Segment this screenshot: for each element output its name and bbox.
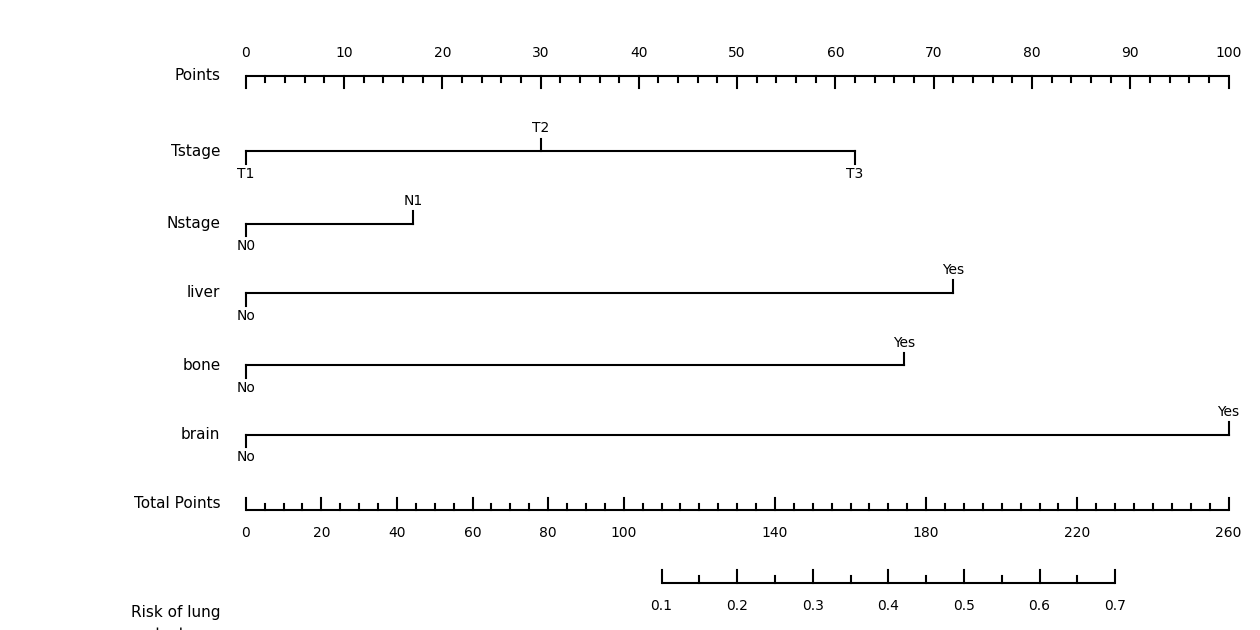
Text: Nstage: Nstage [166,216,220,231]
Text: 20: 20 [312,526,330,540]
Text: 100: 100 [611,526,636,540]
Text: 90: 90 [1121,46,1139,60]
Text: 180: 180 [912,526,940,540]
Text: 100: 100 [1216,46,1241,60]
Text: 0: 0 [242,46,249,60]
Text: 30: 30 [532,46,549,60]
Text: 0.7: 0.7 [1104,598,1126,612]
Text: 0: 0 [242,526,249,540]
Text: T2: T2 [532,122,549,135]
Text: 70: 70 [925,46,942,60]
Text: Risk of lung
metastases: Risk of lung metastases [131,605,220,630]
Text: Yes: Yes [893,336,915,350]
Text: 0.3: 0.3 [801,598,824,612]
Text: No: No [237,450,255,464]
Text: 260: 260 [1216,526,1241,540]
Text: 50: 50 [728,46,746,60]
Text: Yes: Yes [1217,405,1240,419]
Text: 80: 80 [539,526,557,540]
Text: 10: 10 [335,46,353,60]
Text: Total Points: Total Points [134,496,220,512]
Text: 0.5: 0.5 [953,598,975,612]
Text: brain: brain [181,427,220,442]
Text: 0.2: 0.2 [726,598,748,612]
Text: 40: 40 [388,526,406,540]
Text: 220: 220 [1065,526,1090,540]
Text: No: No [237,309,255,323]
Text: No: No [237,381,255,395]
Text: bone: bone [183,358,220,373]
Text: 0.6: 0.6 [1028,598,1051,612]
Text: 0.1: 0.1 [650,598,673,612]
Text: 0.4: 0.4 [877,598,900,612]
Text: Yes: Yes [942,263,964,277]
Text: Points: Points [174,68,220,83]
Text: 60: 60 [464,526,481,540]
Text: 80: 80 [1023,46,1041,60]
Text: liver: liver [188,285,220,301]
Text: Tstage: Tstage [171,144,220,159]
Text: 20: 20 [433,46,451,60]
Text: 40: 40 [630,46,648,60]
Text: 60: 60 [827,46,844,60]
Text: N1: N1 [403,194,422,208]
Text: 140: 140 [762,526,788,540]
Text: T1: T1 [237,167,255,181]
Text: N0: N0 [236,239,256,253]
Text: T3: T3 [847,167,863,181]
